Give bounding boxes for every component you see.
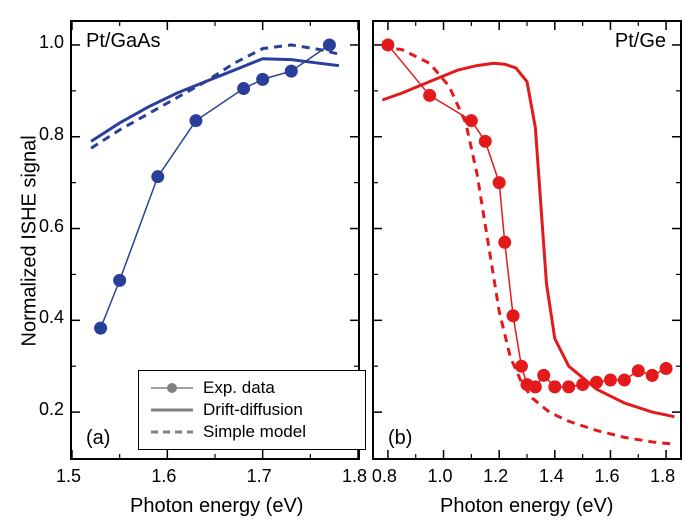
legend-label: Simple model xyxy=(203,422,306,442)
legend-swatch-icon xyxy=(149,400,195,420)
panel-b-x-tick-label: 1.8 xyxy=(650,466,675,487)
panel-a-x-tick-label: 1.8 xyxy=(342,466,367,487)
legend-swatch-icon xyxy=(149,378,195,398)
legend-row: Simple model xyxy=(149,421,355,443)
panel-b-plot xyxy=(374,22,680,458)
panel-b-x-tick-label: 0.8 xyxy=(372,466,397,487)
panel-b-x-tick-label: 1.2 xyxy=(483,466,508,487)
panel-a-x-tick-label: 1.7 xyxy=(247,466,272,487)
panel-b-x-tick-label: 1.4 xyxy=(539,466,564,487)
legend-row: Exp. data xyxy=(149,377,355,399)
y-tick-label: 1.0 xyxy=(39,32,64,53)
panel-b-title: Pt/Ge xyxy=(615,30,666,53)
panel-b-x-tick-label: 1.0 xyxy=(428,466,453,487)
y-tick-label: 0.8 xyxy=(39,124,64,145)
legend-label: Drift-diffusion xyxy=(203,400,303,420)
panel-b-x-tick-label: 1.6 xyxy=(594,466,619,487)
panel-a-x-tick-label: 1.5 xyxy=(56,466,81,487)
panel-b: Pt/Ge (b) xyxy=(372,20,682,460)
legend: Exp. dataDrift-diffusionSimple model xyxy=(138,370,366,450)
legend-label: Exp. data xyxy=(203,378,275,398)
legend-row: Drift-diffusion xyxy=(149,399,355,421)
legend-swatch-icon xyxy=(149,422,195,442)
panel-b-x-label: Photon energy (eV) xyxy=(440,495,613,518)
panel-a-x-tick-label: 1.6 xyxy=(151,466,176,487)
panel-a-label: (a) xyxy=(86,427,110,450)
y-tick-label: 0.6 xyxy=(39,216,64,237)
panel-b-label: (b) xyxy=(388,427,412,450)
y-tick-label: 0.4 xyxy=(39,307,64,328)
panel-a-title: Pt/GaAs xyxy=(86,30,160,53)
figure-root: Normalized ISHE signal Pt/GaAs (a) Pt/Ge… xyxy=(0,0,700,530)
y-tick-label: 0.2 xyxy=(39,399,64,420)
panel-a-x-label: Photon energy (eV) xyxy=(130,495,303,518)
